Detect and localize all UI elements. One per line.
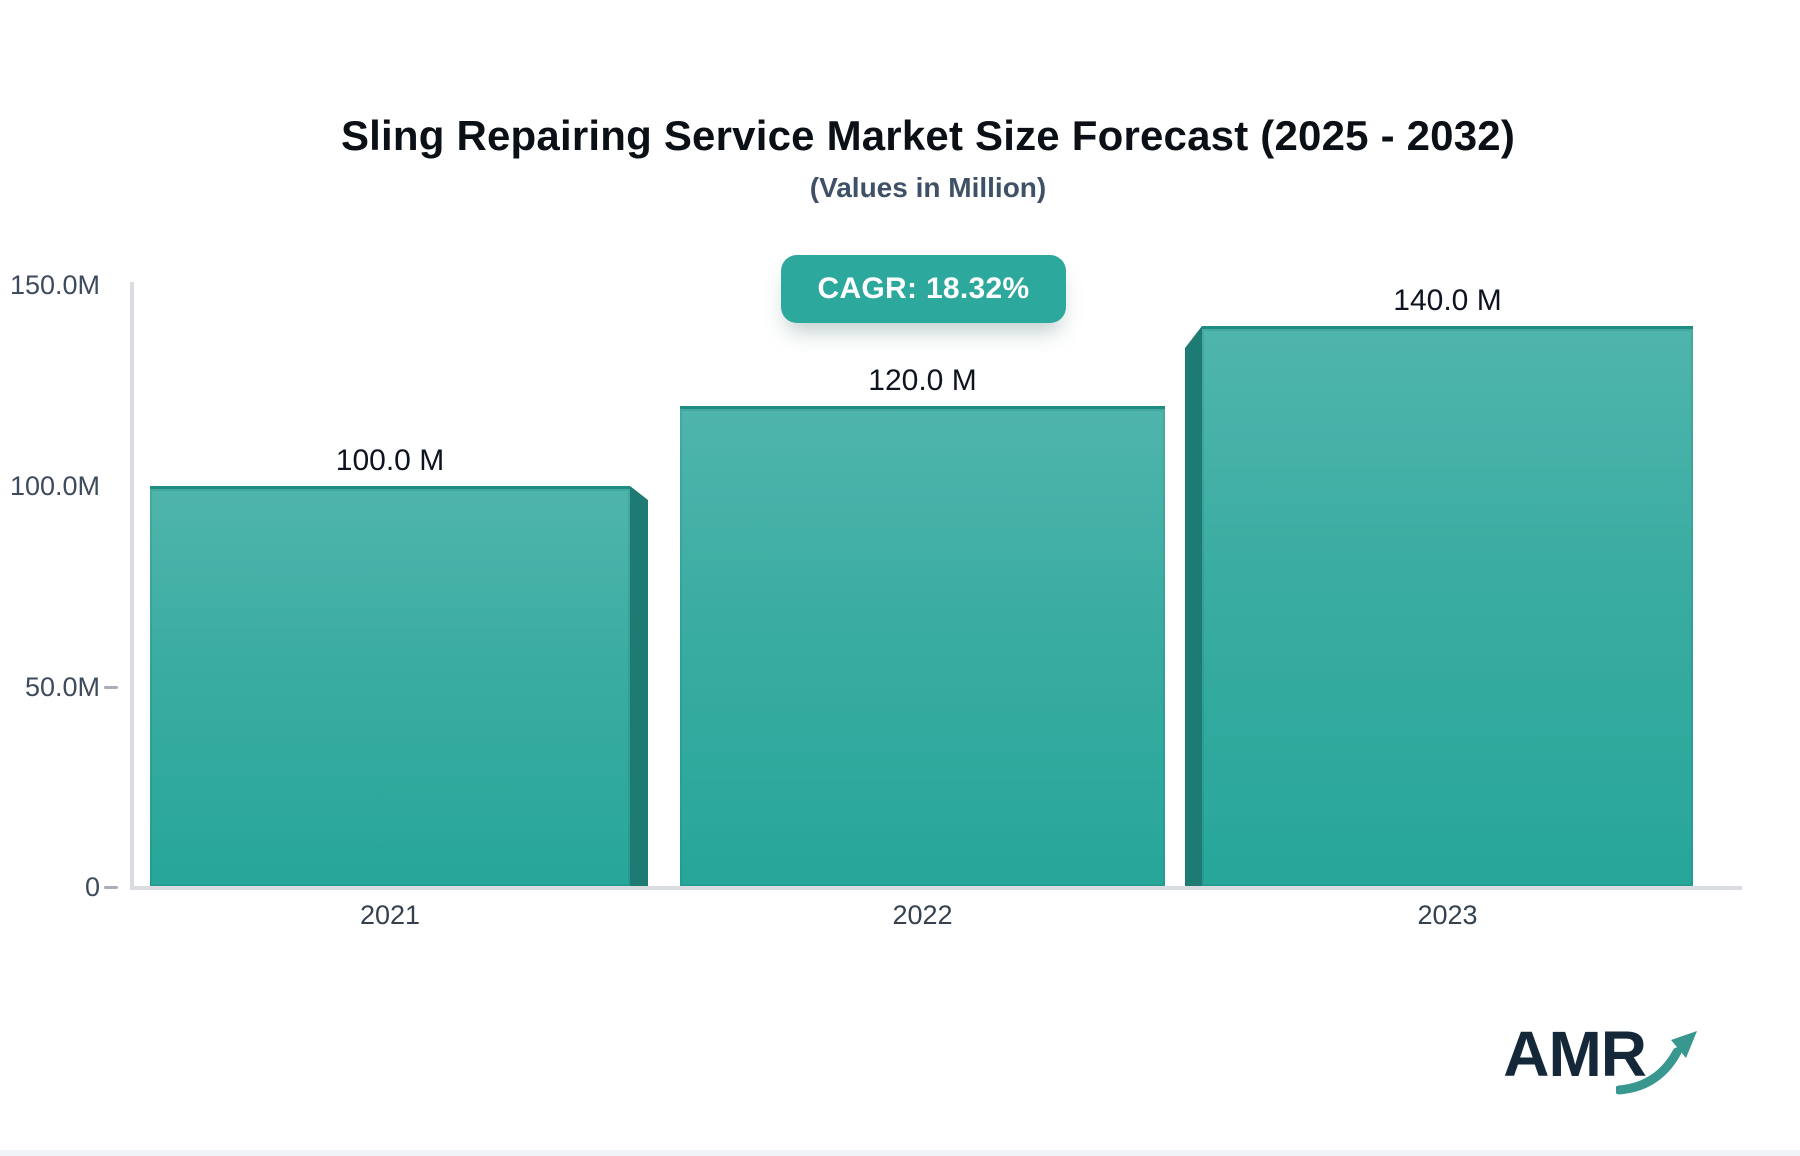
bar-3d-side-2021 bbox=[630, 486, 648, 886]
bottom-strip bbox=[0, 1150, 1800, 1156]
y-axis-tick-0 bbox=[104, 886, 118, 889]
bar-face-2023 bbox=[1202, 326, 1693, 886]
bar-value-label-2023: 140.0 M bbox=[1393, 284, 1502, 317]
bar-value-label-2022: 120.0 M bbox=[868, 364, 977, 397]
x-axis-label-2021: 2021 bbox=[359, 900, 421, 930]
bar-face-2022 bbox=[680, 406, 1165, 886]
bar-value-label-2021: 100.0 M bbox=[335, 444, 445, 477]
y-axis-label-100m: 100.0M bbox=[9, 471, 100, 501]
y-axis-tick-50m bbox=[104, 686, 118, 689]
bar-3d-side-2023 bbox=[1185, 326, 1202, 886]
amr-logo: AMR bbox=[1503, 1022, 1700, 1096]
x-axis-label-2022: 2022 bbox=[892, 900, 953, 930]
chart-title: Sling Repairing Service Market Size Fore… bbox=[340, 112, 1516, 159]
chart-subtitle: (Values in Million) bbox=[809, 172, 1047, 203]
y-axis-line bbox=[130, 282, 134, 890]
x-axis-label-2023: 2023 bbox=[1417, 900, 1478, 930]
growth-arrow-icon bbox=[1616, 1031, 1697, 1095]
y-axis-label-0: 0 bbox=[84, 872, 100, 902]
y-axis-label-150m: 150.0M bbox=[9, 270, 100, 300]
y-axis-label-50m: 50.0M bbox=[24, 672, 100, 702]
cagr-badge: CAGR: 18.32% bbox=[781, 255, 1066, 323]
amr-logo-text: AMR bbox=[1503, 1018, 1647, 1090]
x-axis-baseline bbox=[130, 886, 1742, 890]
bar-face-2021 bbox=[150, 486, 630, 886]
